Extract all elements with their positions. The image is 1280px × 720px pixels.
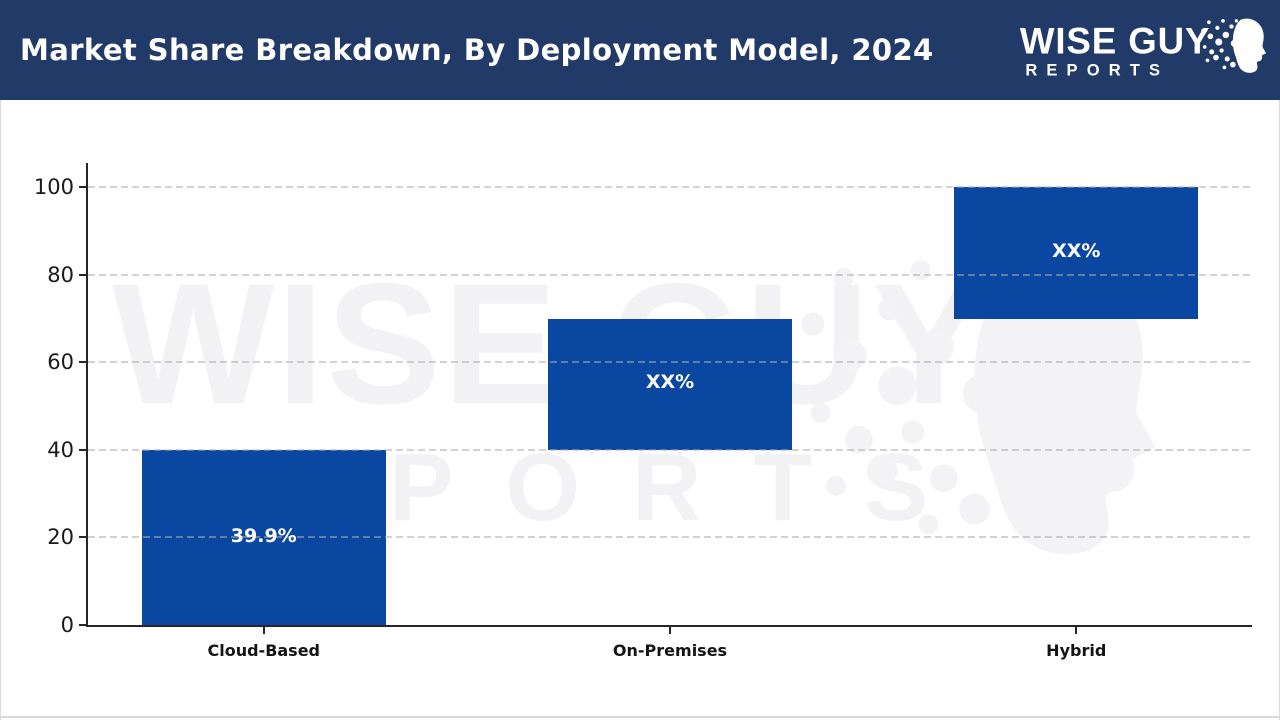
y-axis-tick-label-80: 80 (47, 262, 74, 287)
y-tick-20 (79, 536, 86, 539)
chart-area: WISE GUY REPORTS 39.9% Cloud-Based XX% On-P… (0, 100, 1280, 720)
y-tick-100 (79, 185, 86, 188)
page-title: Market Share Breakdown, By Deployment Mo… (20, 33, 934, 67)
bar-hybrid (954, 186, 1199, 319)
y-axis-tick-label-100: 100 (33, 174, 74, 199)
gridline-20 (88, 536, 1252, 539)
y-axis-tick-label-40: 40 (47, 437, 74, 462)
gridline-100 (88, 185, 1252, 188)
header-bar: Market Share Breakdown, By Deployment Mo… (0, 0, 1280, 100)
y-axis-line (86, 163, 88, 627)
wise-guy-logo-graphic: WISE GUY REPORTS (1020, 18, 1267, 80)
x-tick-hybrid (1075, 627, 1078, 634)
y-axis-tick-label-20: 20 (47, 525, 74, 550)
x-tick-on-premises (669, 627, 671, 634)
x-axis-label-on-premises: On-Premises (612, 641, 728, 660)
y-tick-80 (79, 273, 86, 276)
y-tick-60 (79, 361, 86, 364)
bottom-border (0, 716, 1280, 718)
y-tick-40 (79, 448, 86, 451)
x-tick-cloud-based (262, 627, 265, 634)
y-axis-tick-label-0: 0 (60, 613, 74, 637)
left-border (0, 100, 1, 720)
gridline-60 (88, 361, 1252, 364)
logo-reports-text: REPORTS (1025, 62, 1169, 80)
y-axis-tick-label-60: 60 (47, 350, 74, 375)
gridline-80 (88, 273, 1252, 276)
bar-on-premises (548, 318, 792, 451)
x-axis-line (86, 625, 1252, 627)
y-tick-0 (79, 624, 86, 626)
bar-value-label-hybrid: XX% (1052, 239, 1101, 262)
x-axis-label-hybrid: Hybrid (1046, 641, 1107, 660)
logo-wordmark: WISE GUY (1020, 21, 1211, 62)
wise-guy-logo: WISE GUY REPORTS (1018, 11, 1270, 89)
x-axis-label-cloud-based: Cloud-Based (207, 641, 321, 660)
bar-chart-plot: 39.9% Cloud-Based XX% On-Premises XX% Hybrid 0… (34, 163, 1252, 660)
logo-face-icon (1201, 18, 1267, 73)
bar-value-label-on-premises: XX% (645, 371, 695, 394)
gridline-40 (88, 448, 1252, 451)
bar-value-label-cloud-based: 39.9% (230, 524, 297, 547)
